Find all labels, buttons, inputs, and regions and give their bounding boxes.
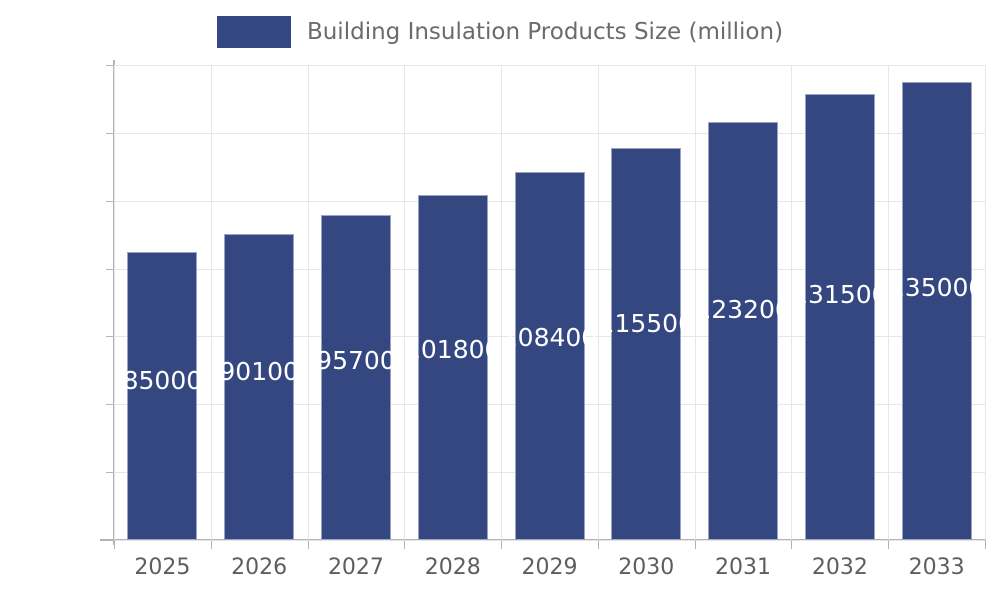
chart-legend: Building Insulation Products Size (milli… xyxy=(0,12,1000,52)
x-axis-tick-mark xyxy=(791,540,793,549)
x-axis-tick-mark xyxy=(404,540,406,549)
gridline-vertical xyxy=(985,65,986,540)
y-axis-tick-mark xyxy=(106,472,114,474)
gridline-horizontal xyxy=(114,132,985,134)
gridline-horizontal xyxy=(114,540,985,541)
bar[interactable] xyxy=(417,194,488,540)
gridline-vertical xyxy=(307,65,309,540)
y-axis-tick-mark xyxy=(106,65,114,66)
x-axis-tick-label: 2032 xyxy=(811,555,868,580)
x-axis-tick-mark xyxy=(597,540,599,549)
gridline-vertical xyxy=(888,65,890,540)
bar[interactable] xyxy=(708,122,779,540)
x-axis-tick-mark xyxy=(114,540,115,549)
x-axis-tick-label: 2026 xyxy=(231,555,288,580)
x-axis-tick-label: 2030 xyxy=(618,555,675,580)
x-axis-tick-mark xyxy=(694,540,696,549)
gridline-horizontal xyxy=(114,65,985,66)
y-axis-tick-mark xyxy=(106,336,114,338)
y-axis-tick-mark xyxy=(106,404,114,406)
x-axis-tick-label: 2027 xyxy=(327,555,384,580)
x-axis-tick-label: 2031 xyxy=(715,555,772,580)
x-axis-tick-mark xyxy=(985,540,986,549)
gridline-vertical xyxy=(597,65,599,540)
x-axis-tick-mark xyxy=(307,540,309,549)
x-axis-tick-mark xyxy=(888,540,890,549)
x-axis-tick-mark xyxy=(501,540,503,549)
legend-label: Building Insulation Products Size (milli… xyxy=(306,18,784,45)
gridline-vertical xyxy=(210,65,212,540)
x-axis-tick-mark xyxy=(210,540,212,549)
x-axis-tick-label: 2033 xyxy=(908,555,965,580)
y-axis-tick-mark xyxy=(106,540,114,541)
gridline-vertical xyxy=(114,65,115,540)
gridline-vertical xyxy=(501,65,503,540)
bar[interactable] xyxy=(224,234,295,540)
gridline-vertical xyxy=(791,65,793,540)
bar[interactable] xyxy=(804,93,875,540)
bar[interactable] xyxy=(901,81,972,540)
bar[interactable] xyxy=(127,251,198,540)
bar[interactable] xyxy=(611,148,682,540)
y-axis-tick-mark xyxy=(106,200,114,202)
bar[interactable] xyxy=(320,215,391,540)
x-axis-tick-label: 2029 xyxy=(521,555,578,580)
gridline-vertical xyxy=(694,65,696,540)
x-axis-tick-label: 2025 xyxy=(134,555,191,580)
y-axis-tick-mark xyxy=(106,132,114,134)
bar[interactable] xyxy=(514,172,585,540)
x-axis-tick-label: 2028 xyxy=(424,555,481,580)
gridline-vertical xyxy=(404,65,406,540)
y-axis-tick-mark xyxy=(106,268,114,270)
legend-swatch-icon xyxy=(216,16,291,48)
